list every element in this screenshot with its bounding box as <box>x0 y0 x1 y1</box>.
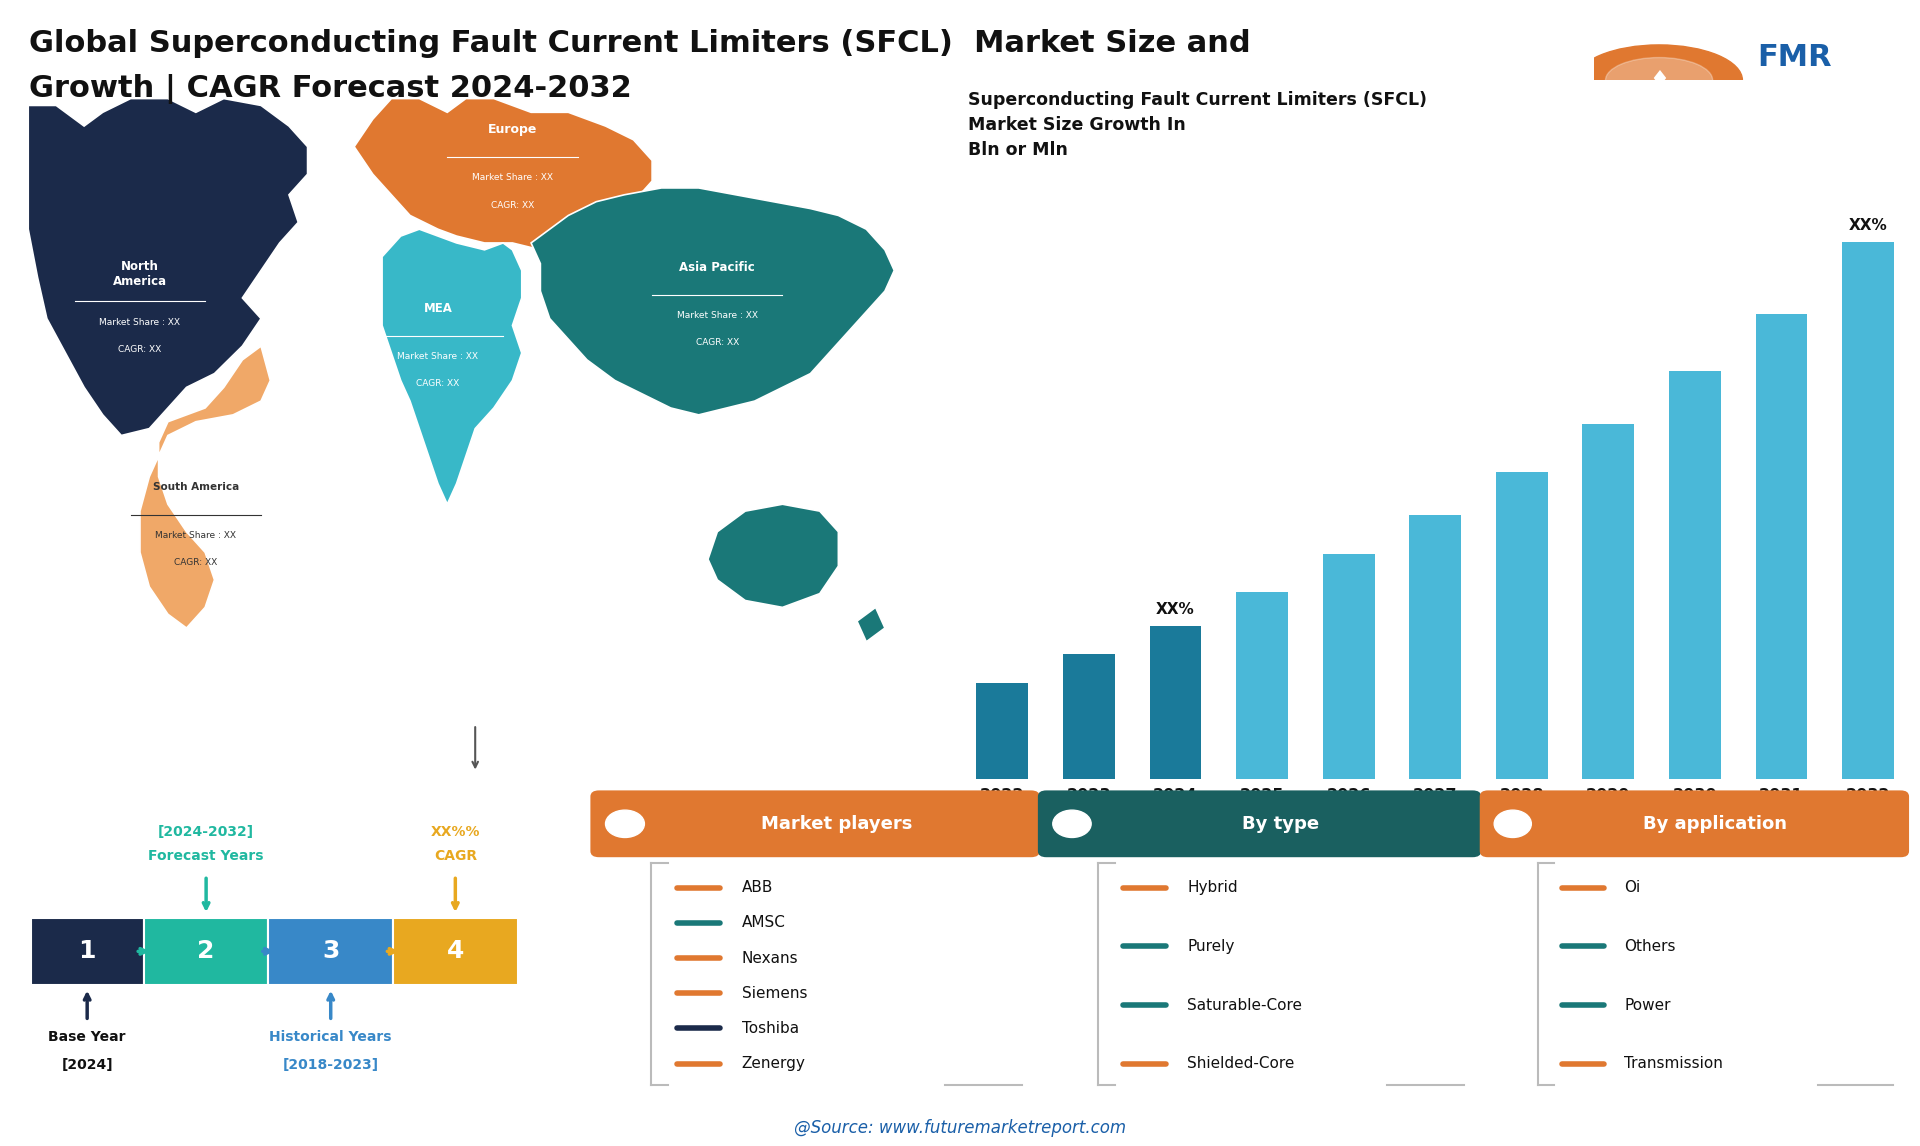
Text: 1: 1 <box>79 940 96 964</box>
Circle shape <box>1605 57 1713 103</box>
FancyBboxPatch shape <box>31 918 144 984</box>
Text: @Source: www.futuremarketreport.com: @Source: www.futuremarketreport.com <box>795 1118 1125 1137</box>
FancyBboxPatch shape <box>591 791 1041 857</box>
Text: FMR: FMR <box>1757 44 1832 72</box>
Bar <box>1582 424 1634 779</box>
Bar <box>1064 654 1116 779</box>
Polygon shape <box>856 607 885 642</box>
Text: Base Year: Base Year <box>48 1030 127 1044</box>
Text: CAGR: CAGR <box>434 849 476 863</box>
Text: MEA: MEA <box>424 301 453 315</box>
Text: Market players: Market players <box>760 815 912 833</box>
Text: XX%: XX% <box>1849 218 1887 233</box>
Bar <box>1150 626 1202 779</box>
Bar <box>1236 592 1288 779</box>
Bar <box>1841 242 1893 779</box>
Text: ♦: ♦ <box>1649 70 1668 91</box>
Polygon shape <box>532 188 895 415</box>
Text: South America: South America <box>154 482 238 492</box>
Text: By type: By type <box>1242 815 1319 833</box>
Polygon shape <box>29 99 307 435</box>
Text: Toshiba: Toshiba <box>741 1021 799 1036</box>
Text: Transmission: Transmission <box>1624 1057 1722 1072</box>
Text: Europe: Europe <box>488 123 538 136</box>
Polygon shape <box>353 99 653 250</box>
FancyBboxPatch shape <box>394 918 518 984</box>
Text: Superconducting Fault Current Limiters (SFCL)
Market Size Growth In
Bln or Mln: Superconducting Fault Current Limiters (… <box>968 91 1427 159</box>
Text: Historical Years: Historical Years <box>269 1030 392 1044</box>
Text: Market Share : XX: Market Share : XX <box>156 531 236 540</box>
Polygon shape <box>708 504 839 607</box>
Text: XX%: XX% <box>1156 602 1194 617</box>
FancyBboxPatch shape <box>269 918 394 984</box>
Text: XX%%: XX%% <box>430 825 480 839</box>
Bar <box>1496 472 1548 779</box>
Bar <box>1668 371 1720 779</box>
Text: 2: 2 <box>198 940 215 964</box>
Text: AMSC: AMSC <box>741 916 785 931</box>
Text: Market Share : XX: Market Share : XX <box>472 173 553 182</box>
Text: FUTURE MARKET REPORT: FUTURE MARKET REPORT <box>1757 86 1866 95</box>
Text: Purely: Purely <box>1187 939 1235 953</box>
Text: Growth | CAGR Forecast 2024-2032: Growth | CAGR Forecast 2024-2032 <box>29 74 632 104</box>
Text: Hybrid: Hybrid <box>1187 880 1238 895</box>
Bar <box>1755 314 1807 779</box>
FancyBboxPatch shape <box>1480 791 1908 857</box>
Text: [2024-2032]: [2024-2032] <box>157 825 253 839</box>
Text: Others: Others <box>1624 939 1676 953</box>
Text: CAGR: XX: CAGR: XX <box>695 338 739 347</box>
Text: Nexans: Nexans <box>741 950 799 966</box>
Text: Zenergy: Zenergy <box>741 1057 806 1072</box>
Circle shape <box>1494 810 1532 838</box>
Text: 4: 4 <box>447 940 465 964</box>
Text: [2018-2023]: [2018-2023] <box>282 1058 378 1072</box>
Circle shape <box>605 810 645 838</box>
Text: Market Share : XX: Market Share : XX <box>100 317 180 327</box>
Bar <box>1409 516 1461 779</box>
FancyBboxPatch shape <box>1039 791 1480 857</box>
Text: CAGR: XX: CAGR: XX <box>175 558 217 567</box>
Text: CAGR: XX: CAGR: XX <box>417 379 459 388</box>
Text: By application: By application <box>1644 815 1788 833</box>
Text: 3: 3 <box>323 940 340 964</box>
Text: Forecast Years: Forecast Years <box>148 849 263 863</box>
Polygon shape <box>140 346 271 628</box>
Text: CAGR: XX: CAGR: XX <box>119 345 161 354</box>
Text: [2024]: [2024] <box>61 1058 113 1072</box>
Text: Power: Power <box>1624 997 1670 1013</box>
FancyBboxPatch shape <box>144 918 269 984</box>
Bar <box>1323 554 1375 779</box>
Text: CAGR: XX: CAGR: XX <box>492 201 534 210</box>
Bar <box>977 683 1029 779</box>
Polygon shape <box>382 229 522 504</box>
Circle shape <box>1576 45 1741 116</box>
Text: Shielded-Core: Shielded-Core <box>1187 1057 1294 1072</box>
Text: Market Share : XX: Market Share : XX <box>397 352 478 361</box>
Text: Global Superconducting Fault Current Limiters (SFCL)  Market Size and: Global Superconducting Fault Current Lim… <box>29 29 1250 57</box>
Text: Market Share : XX: Market Share : XX <box>678 311 758 320</box>
Text: Oi: Oi <box>1624 880 1640 895</box>
Circle shape <box>1052 810 1091 838</box>
Text: Saturable-Core: Saturable-Core <box>1187 997 1302 1013</box>
Text: ABB: ABB <box>741 880 774 895</box>
Text: Asia Pacific: Asia Pacific <box>680 260 755 274</box>
Text: Siemens: Siemens <box>741 986 806 1000</box>
Text: North
America: North America <box>113 260 167 288</box>
